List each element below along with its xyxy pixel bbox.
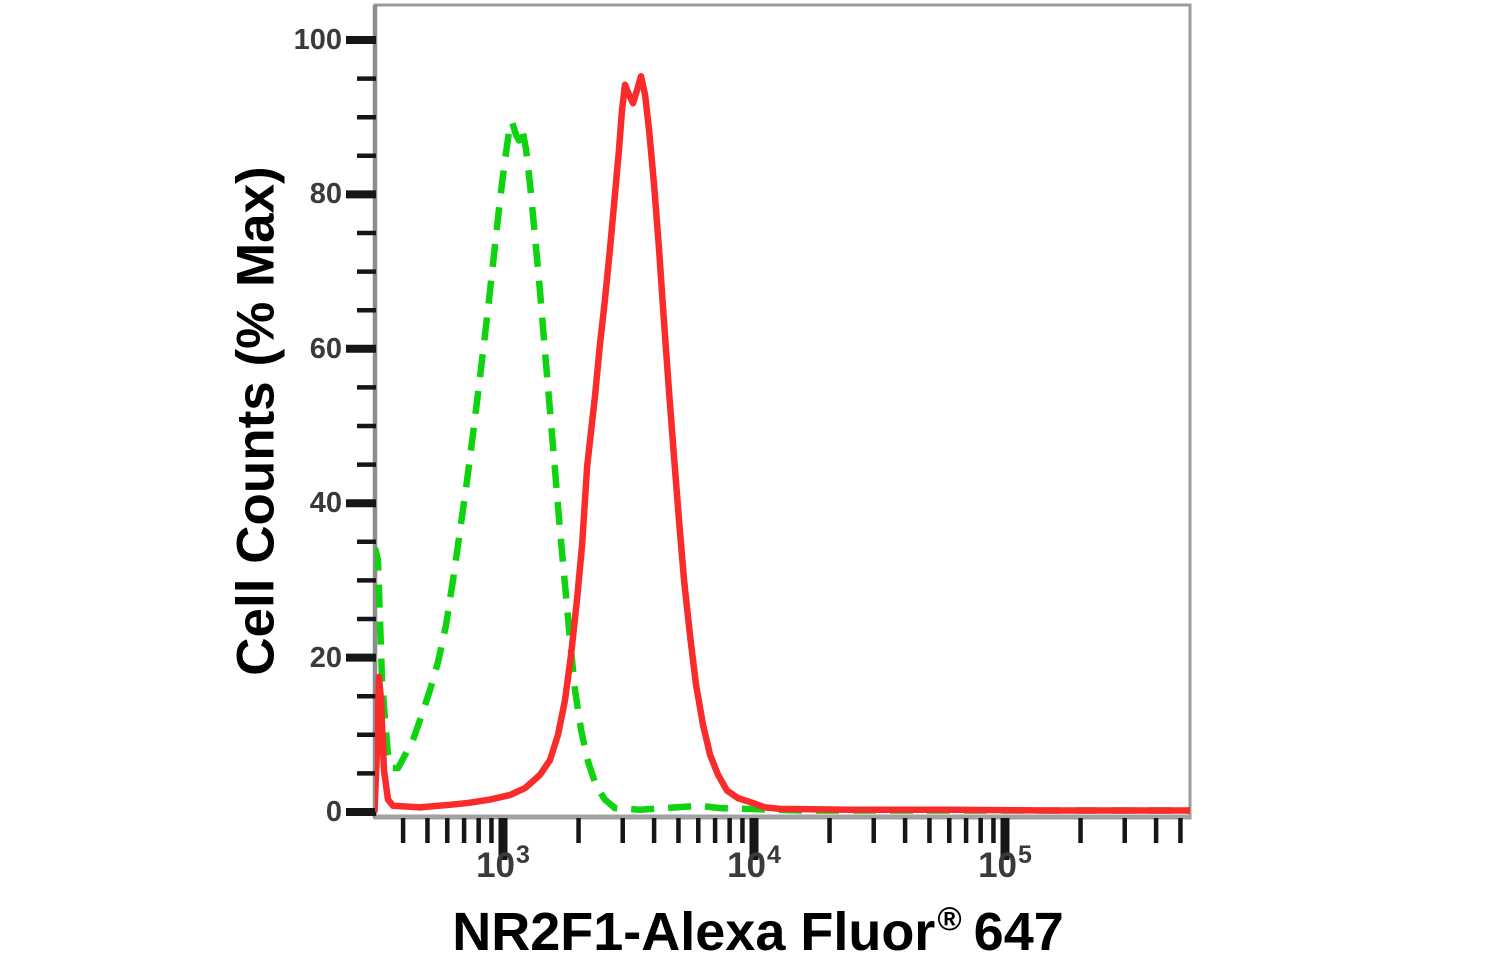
y-tick-label-40: 40 <box>309 487 342 519</box>
y-tick-label-60: 60 <box>309 333 342 365</box>
y-tick-label-0: 0 <box>325 796 342 828</box>
green-dashed-curve <box>375 118 1190 814</box>
x-axis-ticks <box>400 818 1183 860</box>
y-tick-label-20: 20 <box>309 642 342 674</box>
registered-trademark-symbol: ® <box>937 900 962 937</box>
red-solid-curve <box>375 73 1190 814</box>
y-axis-title: Cell Counts (% Max) <box>226 166 286 676</box>
y-tick-label-80: 80 <box>309 178 342 210</box>
x-axis-title-suffix: 647 <box>973 902 1064 962</box>
x-tick-label-10e4: 104 <box>727 841 781 885</box>
x-axis-title: NR2F1-Alexa Fluor® 647 <box>452 900 1064 963</box>
x-tick-label-10e3: 103 <box>476 841 530 885</box>
x-tick-label-10e5: 105 <box>978 841 1032 885</box>
plot-border <box>373 3 1192 820</box>
x-axis-title-text: NR2F1-Alexa Fluor <box>452 902 936 962</box>
y-axis-ticks <box>346 36 376 816</box>
y-tick-label-100: 100 <box>293 24 342 56</box>
